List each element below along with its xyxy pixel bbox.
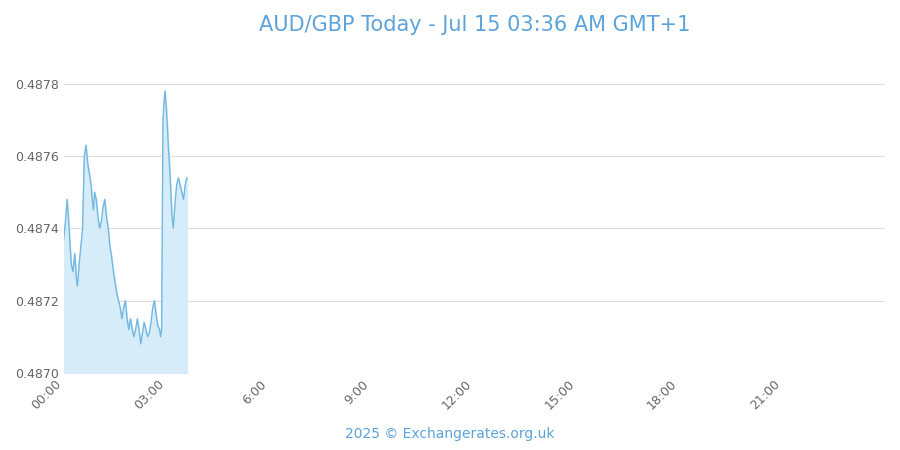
- Text: 2025 © Exchangerates.org.uk: 2025 © Exchangerates.org.uk: [346, 427, 554, 441]
- Title: AUD/GBP Today - Jul 15 03:36 AM GMT+1: AUD/GBP Today - Jul 15 03:36 AM GMT+1: [258, 15, 690, 35]
